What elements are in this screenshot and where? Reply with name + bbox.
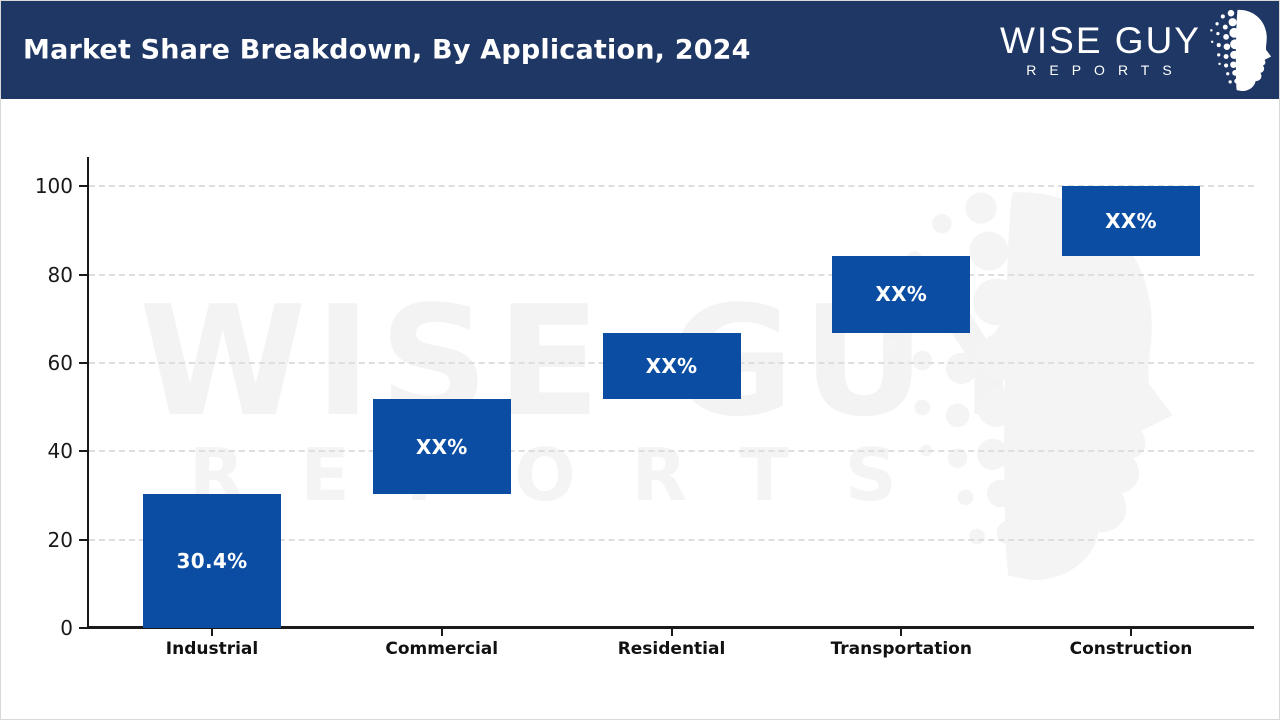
bar-value-label: XX% [1105, 209, 1157, 234]
y-tick-80 [79, 273, 88, 276]
x-tick-label-transportation: Transportation [830, 639, 972, 659]
logo-text: WISE GUY REPORTS [999, 20, 1201, 78]
y-tick-100 [79, 185, 88, 188]
logo-head-dots-icon [1210, 9, 1272, 91]
x-axis [87, 626, 1254, 629]
bar-value-label: XX% [415, 434, 468, 459]
y-tick-20 [79, 538, 88, 541]
logo-wordmark: WISE GUY [999, 20, 1201, 62]
gridline-20 [89, 538, 1254, 541]
gridline-40 [89, 450, 1254, 453]
x-tick-construction [1130, 629, 1132, 636]
y-axis [87, 157, 89, 629]
y-tick-label-60: 60 [47, 351, 73, 376]
bar-construction: XX% [1062, 186, 1200, 256]
y-tick-40 [79, 450, 88, 453]
x-tick-label-industrial: Industrial [165, 639, 259, 659]
y-tick-label-80: 80 [47, 262, 73, 287]
x-tick-commercial [440, 629, 443, 636]
gridline-100 [89, 185, 1254, 188]
bar-value-label: XX% [645, 353, 698, 378]
wiseguy-logo: WISE GUY REPORTS [1000, 5, 1275, 95]
y-tick-label-20: 20 [47, 527, 73, 552]
bar-industrial: 30.4% [143, 493, 281, 628]
logo-subtitle: REPORTS [1026, 61, 1185, 78]
y-tick-label-40: 40 [47, 439, 73, 464]
bar-commercial: XX% [372, 399, 511, 494]
x-tick-residential [670, 629, 673, 636]
header-bar: Market Share Breakdown, By Application, … [1, 1, 1279, 99]
x-tick-industrial [211, 629, 213, 636]
x-tick-label-residential: Residential [617, 639, 726, 659]
x-tick-transportation [900, 629, 903, 636]
x-tick-label-construction: Construction [1069, 639, 1193, 659]
y-tick-label-100: 100 [34, 174, 73, 199]
page-title: Market Share Breakdown, By Application, … [23, 34, 751, 66]
plot-area: 0 20 40 60 80 100 Industrial Commercial Resident… [1, 99, 1279, 719]
bar-residential: XX% [602, 332, 741, 400]
bar-transportation: XX% [832, 255, 971, 333]
y-tick-60 [79, 362, 88, 365]
bar-value-label: 30.4% [176, 548, 248, 573]
gridline-80 [89, 273, 1254, 276]
y-tick-label-0: 0 [60, 616, 73, 640]
y-tick-0 [79, 627, 88, 629]
x-tick-label-commercial: Commercial [385, 639, 499, 659]
bar-value-label: XX% [875, 282, 928, 307]
